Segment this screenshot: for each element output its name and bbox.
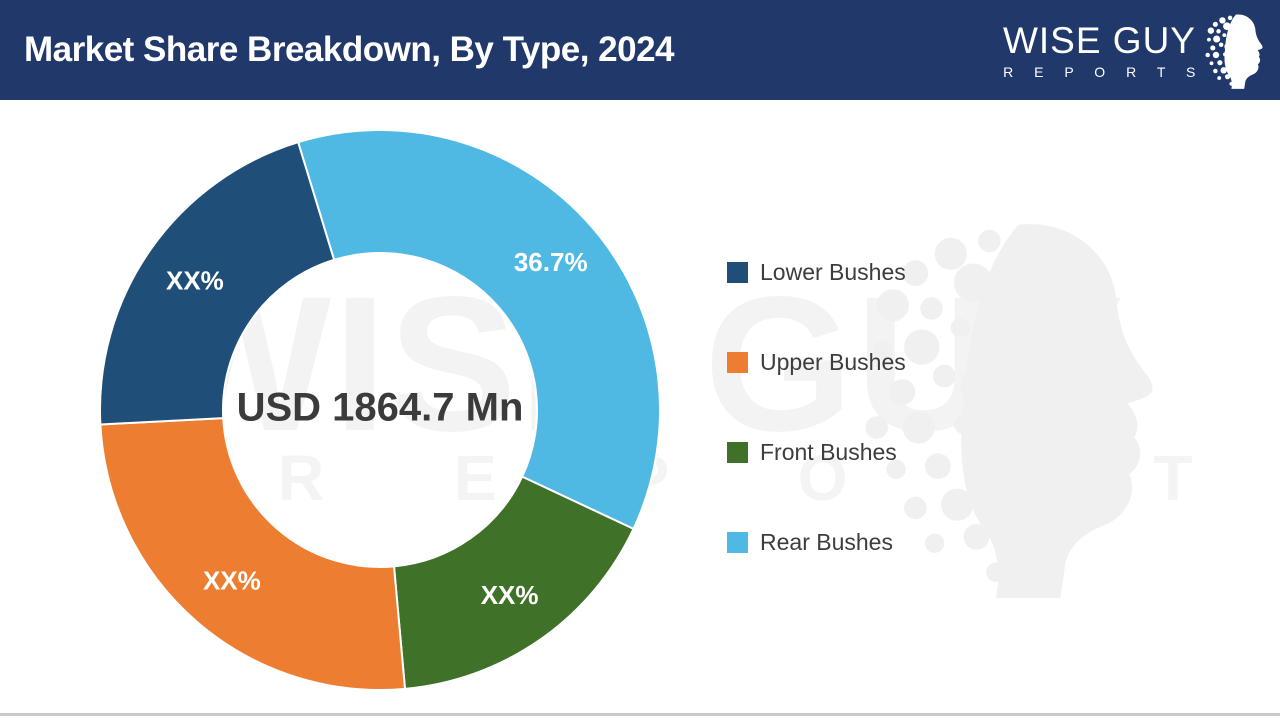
legend-label: Rear Bushes xyxy=(760,528,893,555)
logo-subtitle: R E P O R T S xyxy=(1003,63,1204,80)
donut-segment-upper-bushes xyxy=(99,417,406,691)
page-title: Market Share Breakdown, By Type, 2024 xyxy=(24,30,675,69)
legend-label: Lower Bushes xyxy=(760,258,906,285)
header-bar: Market Share Breakdown, By Type, 2024 xyxy=(0,0,1280,100)
segment-value-label: XX% xyxy=(166,265,224,295)
legend-item-rear-bushes: Rear Bushes xyxy=(727,529,906,555)
footer-divider xyxy=(0,713,1280,716)
segment-value-label: XX% xyxy=(203,566,261,596)
wiseguy-logo: WISE GUY R E P O R T S xyxy=(1003,0,1264,100)
donut-segment-front-bushes xyxy=(393,475,635,690)
legend-label: Upper Bushes xyxy=(760,348,906,375)
logo-text: WISE GUY R E P O R T S xyxy=(1003,22,1196,79)
legend-swatch-icon xyxy=(727,441,748,463)
chart-center-value: USD 1864.7 Mn xyxy=(236,385,524,430)
legend-swatch-icon xyxy=(727,261,748,283)
legend-label: Front Bushes xyxy=(760,438,897,465)
logo-name: WISE GUY xyxy=(1002,19,1196,61)
donut-segment-lower-bushes xyxy=(98,141,336,426)
legend-swatch-icon xyxy=(727,531,748,553)
legend-item-lower-bushes: Lower Bushes xyxy=(727,259,906,285)
legend-item-upper-bushes: Upper Bushes xyxy=(727,349,906,375)
legend-swatch-icon xyxy=(727,351,748,373)
legend-item-front-bushes: Front Bushes xyxy=(727,439,906,465)
segment-value-label: XX% xyxy=(481,580,539,610)
legend: Lower Bushes Upper Bushes Front Bushes Rear… xyxy=(727,259,906,619)
segment-value-label: 36.7% xyxy=(514,247,588,277)
logo-face-icon xyxy=(1205,14,1263,89)
donut-chart: 36.7% XX% XX% XX% xyxy=(98,128,662,691)
donut-segment-rear-bushes xyxy=(297,128,662,530)
